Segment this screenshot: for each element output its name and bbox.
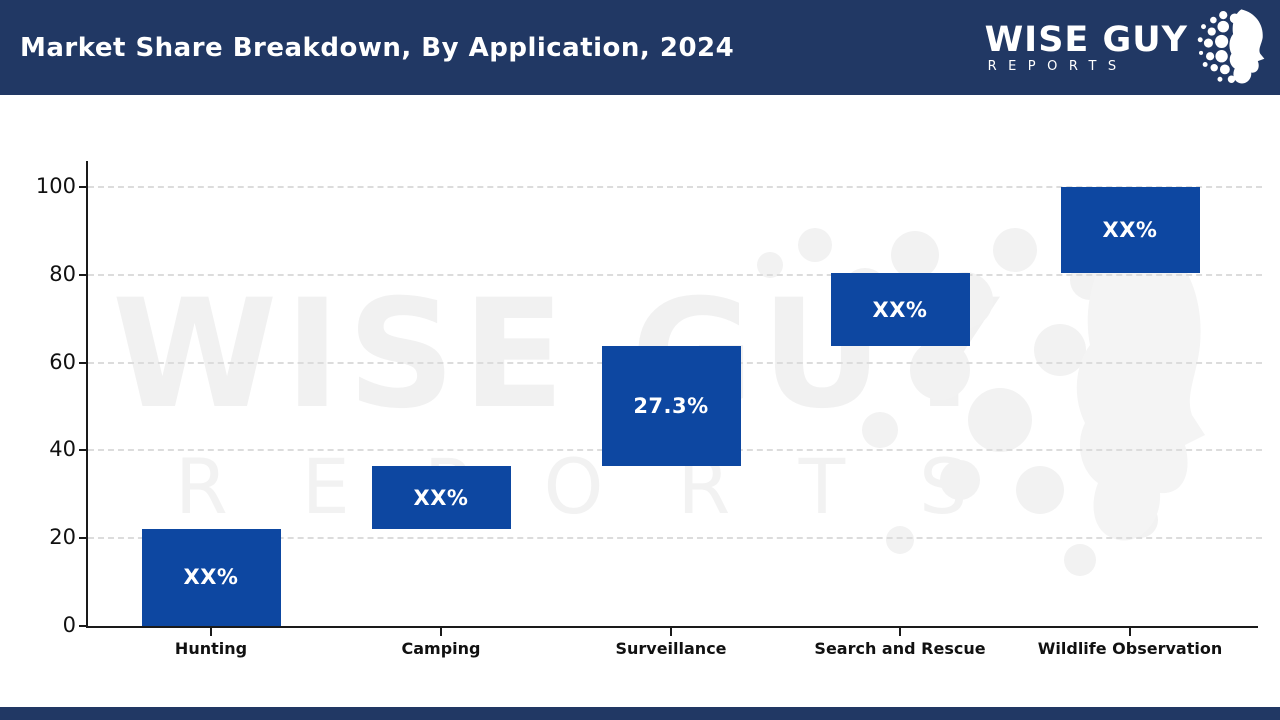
x-axis-label-search-and-rescue: Search and Rescue [814, 639, 986, 658]
bar-surveillance: 27.3% [601, 346, 741, 467]
y-tick-label-0: 0 [62, 613, 76, 637]
x-axis-label-hunting: Hunting [174, 639, 248, 658]
bar-value-label-surveillance: 27.3% [633, 394, 709, 419]
x-axis-label-camping: Camping [401, 639, 481, 658]
y-tick-mark-80 [79, 273, 86, 276]
gridline-100 [88, 186, 1262, 188]
x-axis-spine [86, 626, 1258, 628]
x-axis-label-wildlife-observation: Wildlife Observation [1037, 639, 1223, 658]
bar-value-label-camping: XX% [413, 485, 469, 510]
wise-guy-reports-logo: WISE GUY REPORTS [985, 4, 1266, 92]
footer-bar [0, 707, 1280, 720]
x-tick-mark-hunting [210, 628, 212, 636]
bar-wildlife-observation: XX% [1060, 187, 1200, 274]
y-tick-mark-40 [79, 449, 86, 452]
bar-value-label-wildlife-observation: XX% [1102, 218, 1158, 243]
x-tick-mark-search-and-rescue [899, 628, 901, 636]
y-tick-mark-0 [79, 625, 86, 627]
bar-hunting: XX% [141, 528, 281, 626]
logo-secondary-text: REPORTS [987, 59, 1128, 75]
y-axis-spine [86, 161, 88, 628]
watermark-reports: REPORTS [175, 442, 1042, 531]
y-tick-mark-60 [79, 361, 86, 364]
y-tick-mark-20 [79, 537, 86, 540]
x-tick-mark-wildlife-observation [1129, 628, 1131, 636]
y-tick-mark-100 [79, 186, 86, 188]
bar-value-label-hunting: XX% [183, 565, 239, 590]
x-axis-label-surveillance: Surveillance [615, 639, 727, 658]
dotted-head-icon [1197, 9, 1265, 84]
bar-camping: XX% [371, 466, 511, 530]
chart-title: Market Share Breakdown, By Application, … [20, 32, 735, 63]
y-tick-label-60: 60 [49, 349, 76, 374]
bar-value-label-search-and-rescue: XX% [872, 297, 928, 322]
y-tick-label-40: 40 [49, 437, 76, 462]
gridline-20 [88, 537, 1262, 540]
logo-text: WISE GUY REPORTS [984, 19, 1188, 75]
y-tick-label-20: 20 [49, 525, 76, 550]
header-bar: Market Share Breakdown, By Application, … [0, 0, 1280, 95]
bar-search-and-rescue: XX% [830, 273, 970, 347]
y-tick-label-100: 100 [35, 174, 76, 198]
y-tick-label-80: 80 [49, 261, 76, 286]
logo-primary-text: WISE GUY [984, 19, 1188, 60]
x-tick-mark-camping [440, 628, 442, 636]
gridline-80 [88, 273, 1262, 276]
x-tick-mark-surveillance [670, 628, 672, 636]
